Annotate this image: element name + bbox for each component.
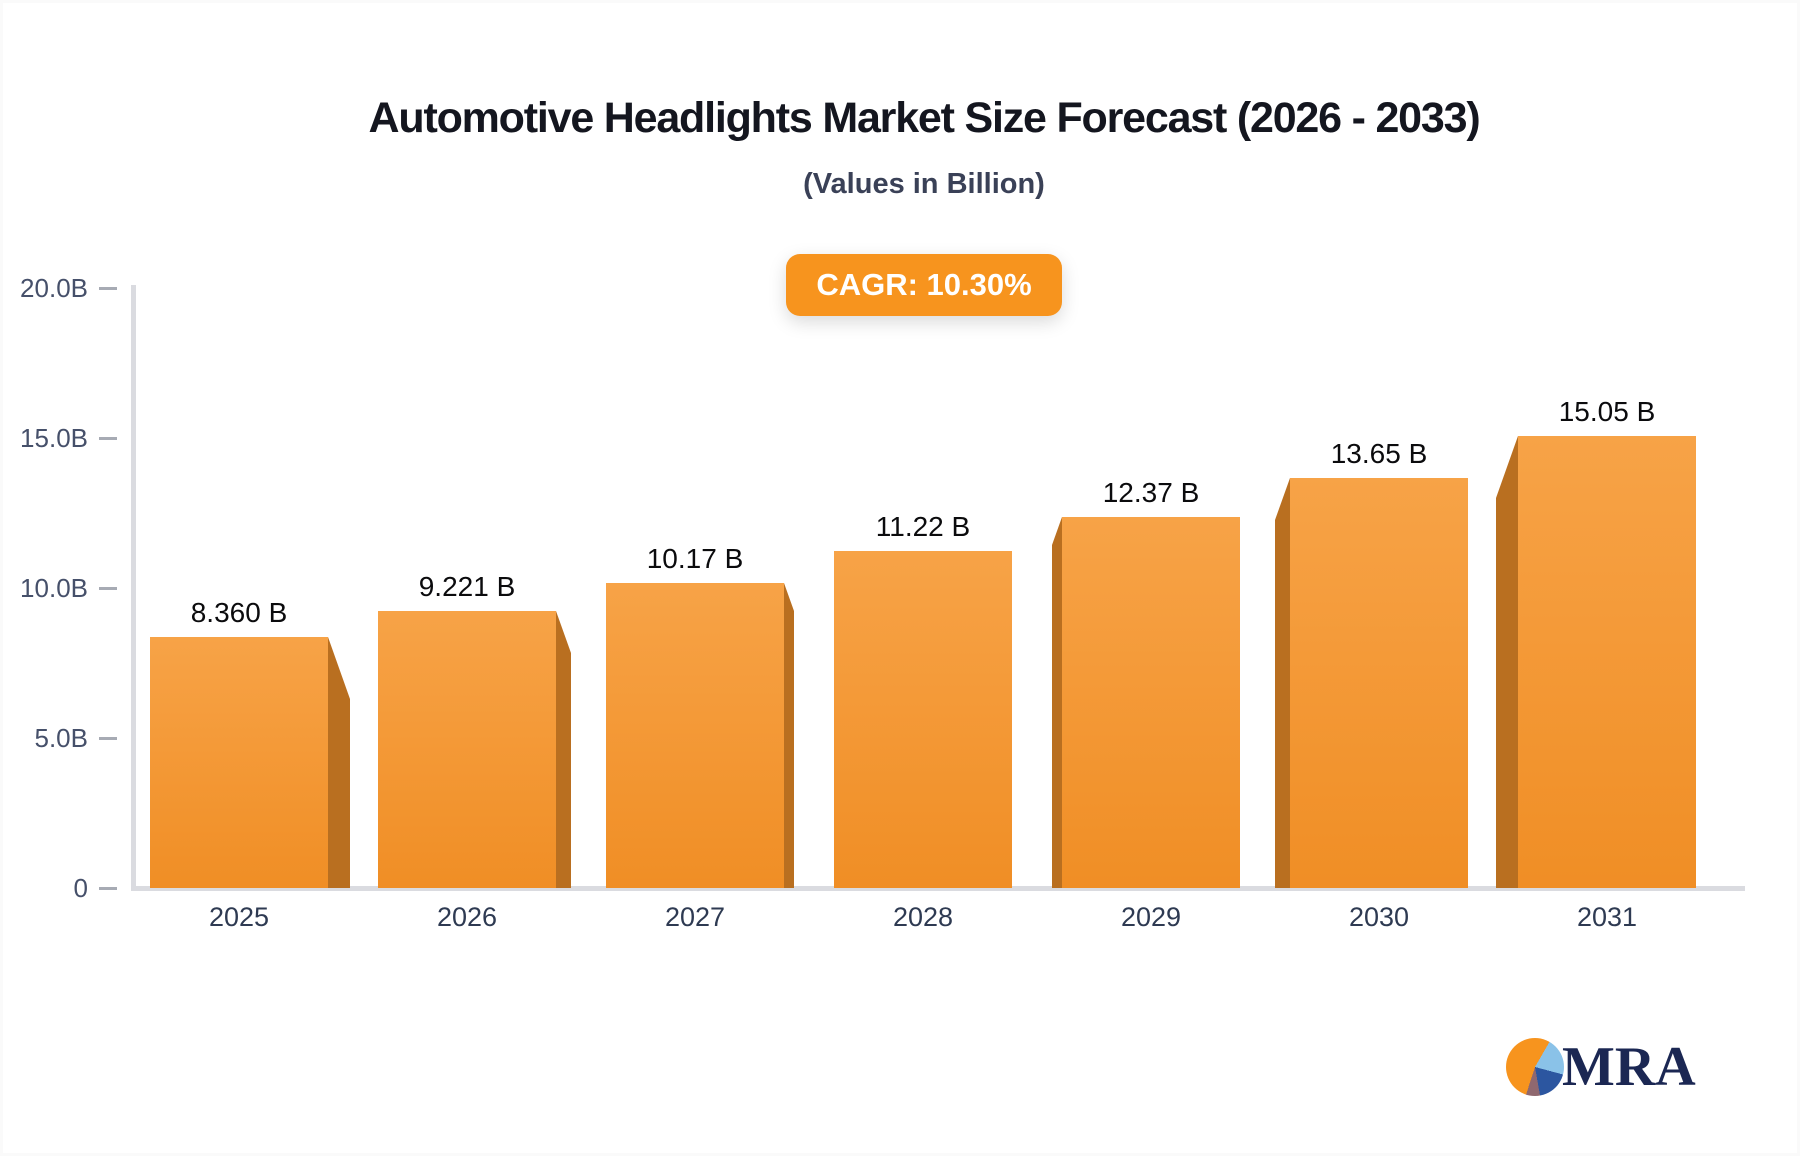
brand-logo: MRA	[1506, 1038, 1696, 1096]
bar-side-face	[784, 583, 794, 888]
x-axis-label-2028: 2028	[892, 902, 954, 932]
x-axis-label-2025: 2025	[208, 902, 270, 932]
y-axis-tick-label: 0	[73, 873, 88, 903]
x-axis-label-2031: 2031	[1576, 902, 1638, 932]
x-axis-line	[131, 886, 1745, 891]
bar-2031[interactable]: 15.05 B	[1496, 396, 1696, 888]
y-axis-tick-label: 10.0B	[20, 573, 88, 603]
bar-value-label: 9.221 B	[418, 571, 516, 602]
pie-chart-icon	[1506, 1038, 1564, 1096]
x-axis-label-2030: 2030	[1348, 902, 1410, 932]
y-axis-tick-label: 5.0B	[34, 723, 89, 753]
y-axis-tick-mark	[99, 587, 117, 590]
bar-face	[1062, 517, 1240, 888]
x-axis-label-2029: 2029	[1120, 902, 1182, 932]
bar-2025[interactable]: 8.360 B	[150, 597, 350, 888]
bar-face	[150, 637, 328, 888]
bar-value-label: 10.17 B	[646, 543, 744, 574]
y-axis-tick-label: 20.0B	[20, 273, 88, 303]
cagr-badge-wrap: CAGR: 10.30%	[48, 254, 1800, 316]
brand-logo-text: MRA	[1562, 1036, 1696, 1098]
bar-face	[378, 611, 556, 888]
bar-face	[834, 551, 1012, 888]
y-axis-tick-mark	[99, 737, 117, 740]
bar-face	[1290, 478, 1468, 888]
bar-side-face	[556, 611, 571, 888]
x-axis-label-2027: 2027	[664, 902, 726, 932]
bar-side-face	[1275, 478, 1290, 888]
bar-value-label: 11.22 B	[875, 511, 971, 542]
chart-subtitle: (Values in Billion)	[803, 168, 1045, 200]
y-axis-tick-label: 15.0B	[20, 423, 88, 453]
bar-2027[interactable]: 10.17 B	[606, 543, 794, 888]
bar-2028[interactable]: 11.22 B	[834, 511, 1012, 888]
x-axis-label-2026: 2026	[436, 902, 498, 932]
y-axis-line	[131, 285, 136, 891]
bar-face	[1518, 436, 1696, 888]
bar-2026[interactable]: 9.221 B	[378, 571, 571, 888]
y-axis-tick-mark	[99, 887, 117, 890]
bar-value-label: 13.65 B	[1330, 438, 1428, 469]
cagr-badge: CAGR: 10.30%	[786, 254, 1062, 316]
bar-side-face	[1052, 517, 1062, 888]
y-axis-tick-mark	[99, 437, 117, 440]
bar-2030[interactable]: 13.65 B	[1275, 438, 1468, 888]
bar-value-label: 12.37 B	[1102, 477, 1200, 508]
bar-face	[606, 583, 784, 888]
bar-2029[interactable]: 12.37 B	[1052, 477, 1240, 888]
bar-value-label: 15.05 B	[1558, 396, 1656, 427]
y-axis-tick-mark	[99, 287, 117, 290]
bar-value-label: 8.360 B	[190, 597, 288, 628]
bar-side-face	[1496, 436, 1518, 888]
chart-title: Automotive Headlights Market Size Foreca…	[368, 94, 1481, 142]
bar-side-face	[328, 637, 350, 888]
